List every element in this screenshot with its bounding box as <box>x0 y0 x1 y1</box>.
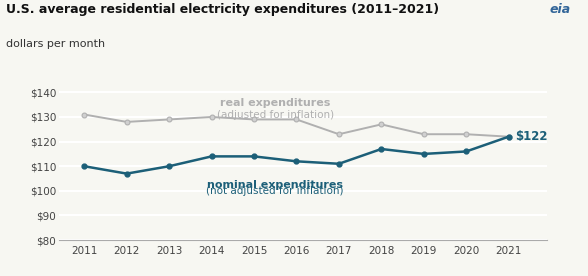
Text: eia: eia <box>549 3 570 16</box>
Text: (adjusted for inflation): (adjusted for inflation) <box>216 110 334 120</box>
Text: (not adjusted for inflation): (not adjusted for inflation) <box>206 186 344 196</box>
Text: dollars per month: dollars per month <box>6 39 105 49</box>
Text: $122: $122 <box>515 130 547 143</box>
Text: real expenditures: real expenditures <box>220 98 330 108</box>
Text: nominal expenditures: nominal expenditures <box>207 180 343 190</box>
Text: U.S. average residential electricity expenditures (2011–2021): U.S. average residential electricity exp… <box>6 3 439 16</box>
